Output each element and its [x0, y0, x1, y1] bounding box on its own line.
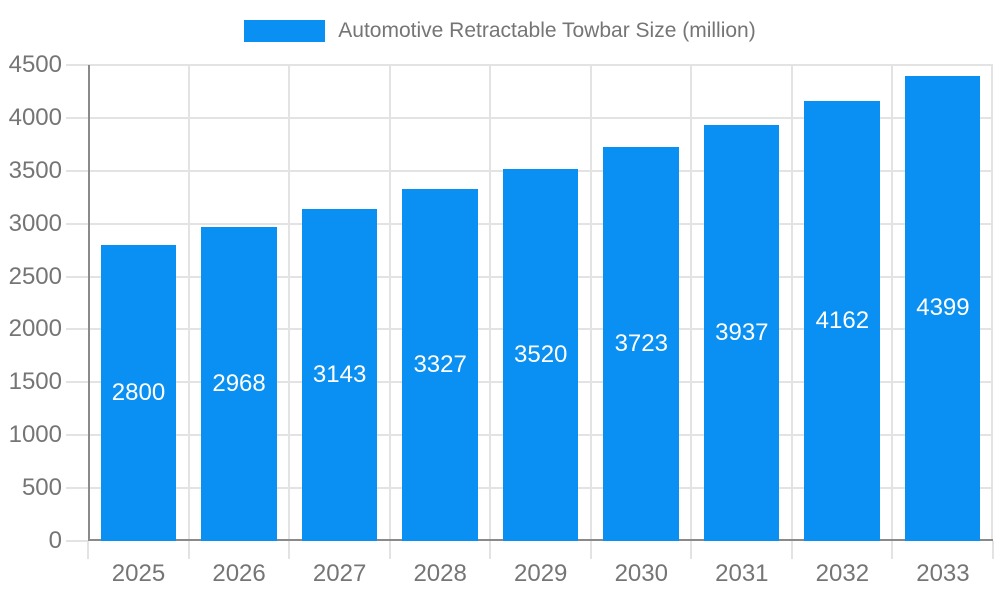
- y-axis-tick-label: 1000: [8, 421, 62, 449]
- x-tick: [187, 541, 190, 559]
- x-axis-tick-label: 2025: [111, 560, 166, 587]
- legend[interactable]: Automotive Retractable Towbar Size (mill…: [0, 16, 1000, 46]
- x-axis-tick-label: 2031: [715, 560, 769, 587]
- x-tick: [489, 541, 492, 559]
- y-axis-line: [88, 65, 90, 541]
- y-axis-tick-label: 2500: [8, 262, 62, 290]
- bar[interactable]: [201, 227, 277, 541]
- gridline-vertical: [891, 65, 894, 541]
- gridline-vertical: [489, 65, 492, 541]
- x-tick: [87, 541, 89, 559]
- y-tick: [66, 275, 88, 278]
- bar-value-label: 3723: [614, 330, 668, 358]
- bar[interactable]: [703, 124, 780, 541]
- y-axis-tick-label: 3500: [8, 156, 62, 184]
- y-tick: [66, 116, 88, 119]
- bar-value-label: 2800: [111, 378, 166, 406]
- x-axis-tick-label: 2032: [815, 560, 870, 587]
- bar[interactable]: [804, 100, 880, 541]
- gridline-vertical: [690, 65, 693, 541]
- y-tick: [66, 434, 88, 437]
- legend-swatch: [244, 20, 326, 42]
- x-tick: [589, 541, 592, 559]
- y-axis-tick-label: 4500: [8, 51, 62, 78]
- gridline-vertical: [790, 65, 793, 541]
- y-axis-tick-label: 3000: [8, 209, 62, 237]
- y-tick: [66, 381, 88, 384]
- x-tick: [690, 541, 693, 559]
- y-axis-tick-label: 1500: [8, 368, 62, 396]
- bar-value-label: 4399: [916, 294, 970, 322]
- y-axis-tick-label: 500: [21, 474, 62, 502]
- y-tick: [66, 222, 88, 225]
- x-axis-tick-label: 2027: [312, 560, 367, 587]
- gridline-vertical: [187, 65, 190, 541]
- x-tick: [790, 541, 793, 559]
- bar-value-label: 3143: [312, 360, 367, 388]
- bar-value-label: 3520: [514, 340, 568, 368]
- gridline-vertical: [991, 65, 993, 541]
- x-tick: [388, 541, 391, 559]
- bar[interactable]: [100, 244, 176, 541]
- y-tick: [66, 169, 88, 172]
- y-axis-tick-label: 4000: [8, 103, 62, 131]
- y-tick: [66, 540, 88, 542]
- y-tick: [66, 487, 88, 490]
- y-axis-tick-label: 0: [48, 527, 62, 554]
- x-tick: [288, 541, 291, 559]
- bar[interactable]: [402, 189, 478, 541]
- gridline-vertical: [388, 65, 391, 541]
- gridline-vertical: [589, 65, 592, 541]
- y-tick: [66, 64, 88, 66]
- bar[interactable]: [301, 208, 378, 541]
- bar[interactable]: [905, 75, 981, 541]
- plot-area: 2800 2968 3143 3327 3520 3723 3937 4162 4399: [88, 64, 993, 541]
- x-tick: [891, 541, 894, 559]
- x-tick: [992, 541, 994, 559]
- x-axis-tick-label: 2026: [212, 560, 266, 587]
- bar[interactable]: [502, 168, 579, 541]
- y-tick: [66, 328, 88, 331]
- x-axis-tick-label: 2028: [413, 560, 467, 587]
- gridline-horizontal: [88, 116, 993, 119]
- bar[interactable]: [603, 147, 679, 541]
- gridline-vertical: [288, 65, 291, 541]
- gridline-horizontal: [88, 64, 993, 66]
- bar-value-label: 2968: [212, 370, 266, 398]
- bar-value-label: 3937: [715, 318, 769, 346]
- bar-value-label: 3327: [413, 351, 467, 379]
- y-axis-tick-label: 2000: [8, 315, 62, 343]
- x-axis-tick-label: 2029: [514, 560, 568, 587]
- x-axis-tick-label: 2030: [614, 560, 668, 587]
- bar-value-label: 4162: [815, 306, 870, 334]
- x-axis-tick-label: 2033: [916, 560, 970, 587]
- legend-label: Automotive Retractable Towbar Size (mill…: [338, 19, 756, 42]
